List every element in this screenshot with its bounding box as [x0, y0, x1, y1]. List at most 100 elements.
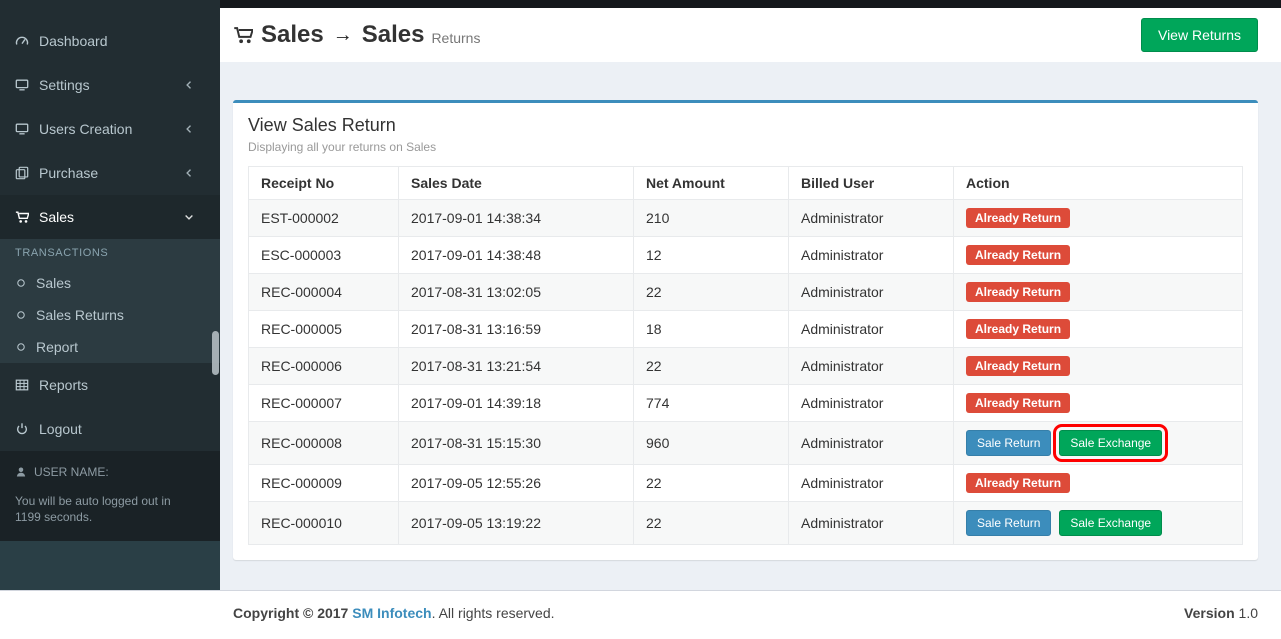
table-row: REC-000004 2017-08-31 13:02:05 22 Administr… — [248, 273, 1243, 311]
sidebar-item-dashboard[interactable]: Dashboard — [0, 19, 220, 63]
monitor-icon — [15, 78, 29, 92]
sale-return-button[interactable]: Sale Return — [966, 430, 1052, 456]
cell-action: Already Return — [953, 310, 1243, 348]
cell-receipt-no: EST-000002 — [248, 199, 399, 237]
breadcrumb-section: Sales — [261, 21, 324, 48]
panel-subtitle: Displaying all your returns on Sales — [248, 140, 437, 154]
cell-billed-user: Administrator — [788, 236, 954, 274]
table-row: REC-000009 2017-09-05 12:55:26 22 Administr… — [248, 464, 1243, 502]
copyright: Copyright © 2017 SM Infotech. All rights… — [233, 605, 555, 621]
cell-action: Already Return — [953, 347, 1243, 385]
cell-billed-user: Administrator — [788, 310, 954, 348]
table-row: REC-000005 2017-08-31 13:16:59 18 Administr… — [248, 310, 1243, 348]
cell-billed-user: Administrator — [788, 384, 954, 422]
already-return-badge: Already Return — [966, 245, 1071, 265]
sale-return-button[interactable]: Sale Return — [966, 510, 1052, 536]
power-icon — [15, 422, 29, 436]
cell-net-amount: 18 — [633, 310, 789, 348]
table-row: REC-000008 2017-08-31 15:15:30 960 Administ… — [248, 421, 1243, 465]
table-row: REC-000007 2017-09-01 14:39:18 774 Administ… — [248, 384, 1243, 422]
cell-action: Already Return — [953, 273, 1243, 311]
sales-submenu: TRANSACTIONS Sales Sales Returns Report — [0, 239, 220, 363]
sidebar-nav: Dashboard Settings Users Creation Purcha… — [0, 0, 220, 451]
sales-returns-table: Receipt No Sales Date Net Amount Billed Use… — [248, 166, 1243, 545]
sidebar-item-reports[interactable]: Reports — [0, 363, 220, 407]
sidebar-item-label: Purchase — [39, 165, 99, 181]
cell-billed-user: Administrator — [788, 273, 954, 311]
submenu-item-report[interactable]: Report — [0, 331, 220, 363]
sidebar-item-label: Dashboard — [39, 33, 108, 49]
cell-net-amount: 210 — [633, 199, 789, 237]
table-row: REC-000010 2017-09-05 13:19:22 22 Administr… — [248, 501, 1243, 545]
submenu-item-sales-returns[interactable]: Sales Returns — [0, 299, 220, 331]
cell-sales-date: 2017-08-31 13:02:05 — [398, 273, 634, 311]
already-return-badge: Already Return — [966, 356, 1071, 376]
sales-return-panel: View Sales Return Displaying all your re… — [233, 100, 1258, 560]
submenu-item-label: Sales Returns — [36, 307, 124, 323]
cell-receipt-no: REC-000004 — [248, 273, 399, 311]
cell-action: Already Return — [953, 236, 1243, 274]
user-panel: USER NAME: You will be auto logged out i… — [0, 451, 220, 541]
circle-icon — [15, 277, 27, 289]
cell-billed-user: Administrator — [788, 421, 954, 465]
cell-action: Sale Return Sale Exchange — [953, 421, 1243, 465]
column-header: Net Amount — [633, 166, 789, 200]
cell-billed-user: Administrator — [788, 501, 954, 545]
column-header: Billed User — [788, 166, 954, 200]
chevron-left-icon — [183, 167, 195, 179]
already-return-badge: Already Return — [966, 319, 1071, 339]
cell-receipt-no: REC-000005 — [248, 310, 399, 348]
sale-exchange-button[interactable]: Sale Exchange — [1059, 510, 1163, 536]
sidebar-filler — [0, 541, 220, 590]
chevron-left-icon — [183, 79, 195, 91]
submenu-item-sales[interactable]: Sales — [0, 267, 220, 299]
top-navbar — [220, 0, 1281, 8]
column-header: Receipt No — [248, 166, 399, 200]
sidebar-scrollbar[interactable] — [212, 331, 219, 375]
sidebar-item-settings[interactable]: Settings — [0, 63, 220, 107]
user-icon — [15, 466, 27, 478]
circle-icon — [15, 309, 27, 321]
monitor-icon — [15, 122, 29, 136]
view-returns-button[interactable]: View Returns — [1140, 18, 1258, 52]
already-return-badge: Already Return — [966, 282, 1071, 302]
sidebar-item-logout[interactable]: Logout — [0, 407, 220, 451]
sidebar-item-label: Sales — [39, 209, 75, 225]
main-content: Sales → Sales Returns View Returns View … — [220, 8, 1281, 590]
sidebar-item-label: Logout — [39, 421, 82, 437]
company-link[interactable]: SM Infotech — [352, 605, 432, 621]
already-return-badge: Already Return — [966, 393, 1071, 413]
table-icon — [15, 378, 29, 392]
cell-billed-user: Administrator — [788, 347, 954, 385]
cell-billed-user: Administrator — [788, 199, 954, 237]
cell-sales-date: 2017-08-31 13:16:59 — [398, 310, 634, 348]
submenu-header-transactions: TRANSACTIONS — [15, 247, 109, 259]
submenu-item-label: Report — [36, 339, 79, 355]
cell-net-amount: 22 — [633, 501, 789, 545]
sidebar-item-sales[interactable]: Sales — [0, 195, 220, 239]
sale-exchange-button[interactable]: Sale Exchange — [1053, 424, 1169, 462]
cell-sales-date: 2017-09-01 14:39:18 — [398, 384, 634, 422]
chevron-left-icon — [183, 123, 195, 135]
sidebar: Dashboard Settings Users Creation Purcha… — [0, 0, 220, 590]
cell-sales-date: 2017-09-01 14:38:34 — [398, 199, 634, 237]
cell-action: Sale Return Sale Exchange — [953, 501, 1243, 545]
table-row: ESC-000003 2017-09-01 14:38:48 12 Administr… — [248, 236, 1243, 274]
cell-net-amount: 22 — [633, 273, 789, 311]
circle-icon — [15, 341, 27, 353]
sidebar-item-label: Settings — [39, 77, 90, 93]
footer: Copyright © 2017 SM Infotech. All rights… — [0, 590, 1281, 639]
cell-action: Already Return — [953, 199, 1243, 237]
cell-net-amount: 22 — [633, 464, 789, 502]
sidebar-item-purchase[interactable]: Purchase — [0, 151, 220, 195]
cell-receipt-no: REC-000010 — [248, 501, 399, 545]
sidebar-item-users-creation[interactable]: Users Creation — [0, 107, 220, 151]
content-header: Sales → Sales Returns View Returns — [220, 8, 1281, 62]
breadcrumb-arrow-icon: → — [332, 23, 353, 46]
sidebar-item-label: Users Creation — [39, 121, 133, 137]
cell-receipt-no: ESC-000003 — [248, 236, 399, 274]
breadcrumb-page-sub: Returns — [431, 30, 481, 46]
already-return-badge: Already Return — [966, 208, 1071, 228]
panel-title: View Sales Return — [248, 115, 396, 135]
